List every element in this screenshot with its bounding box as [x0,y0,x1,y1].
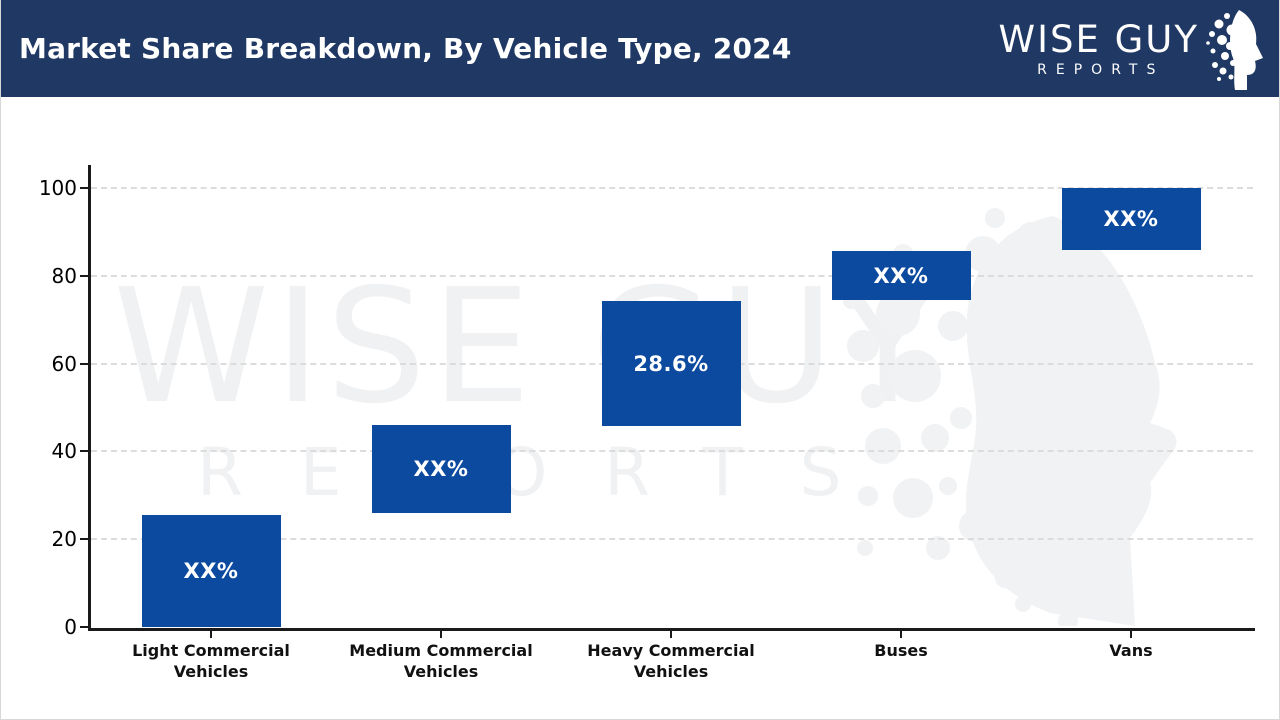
gridline [91,450,1253,453]
logo-head-icon [1206,9,1263,90]
x-tick [440,631,442,638]
y-tick [80,450,89,453]
y-axis-line [88,165,91,630]
x-axis-line [88,628,1255,631]
bar-value-label: XX% [1103,207,1159,232]
y-tick-label: 60 [51,351,77,376]
y-tick [80,626,89,628]
y-tick [80,538,89,541]
y-tick-label: 20 [51,527,77,552]
gridline [91,538,1253,541]
y-tick [80,274,89,277]
bar: 28.6% [601,300,741,427]
bar-value-label: XX% [183,558,239,583]
x-tick [1130,631,1132,638]
watermark-wordmark: WISE GUY [113,255,941,439]
bar: XX% [1061,188,1201,251]
x-category-label: Buses [874,641,928,660]
page-title: Market Share Breakdown, By Vehicle Type,… [19,32,792,65]
bar: XX% [831,250,971,301]
y-tick-label: 40 [51,439,77,464]
y-tick-label: 100 [38,176,77,200]
bar-value-label: XX% [413,457,469,482]
watermark-head-icon [843,208,1177,626]
x-category-label: Heavy Commercial Vehicles [587,641,755,681]
x-tick [900,631,902,638]
x-tick [210,631,212,638]
bar: XX% [141,514,281,627]
y-tick-label: 0 [64,615,77,639]
header: Market Share Breakdown, By Vehicle Type,… [1,0,1279,97]
gridline [91,274,1253,277]
gridline [91,187,1253,189]
bar-value-label: XX% [873,263,929,288]
x-category-label: Medium Commercial Vehicles [349,641,533,681]
x-category-label: Light Commercial Vehicles [132,641,290,681]
y-tick-label: 80 [51,263,77,288]
x-tick [670,631,672,638]
logo-subtitle: REPORTS [1037,61,1165,78]
logo-text: WISE GUY REPORTS [999,21,1199,77]
x-category-label: Vans [1109,641,1153,660]
y-tick [80,187,89,189]
brand-logo: WISE GUY REPORTS [999,7,1267,91]
bar-value-label: 28.6% [633,351,709,376]
bar: XX% [371,425,511,514]
logo-wordmark: WISE GUY [998,17,1199,61]
y-tick [80,362,89,365]
